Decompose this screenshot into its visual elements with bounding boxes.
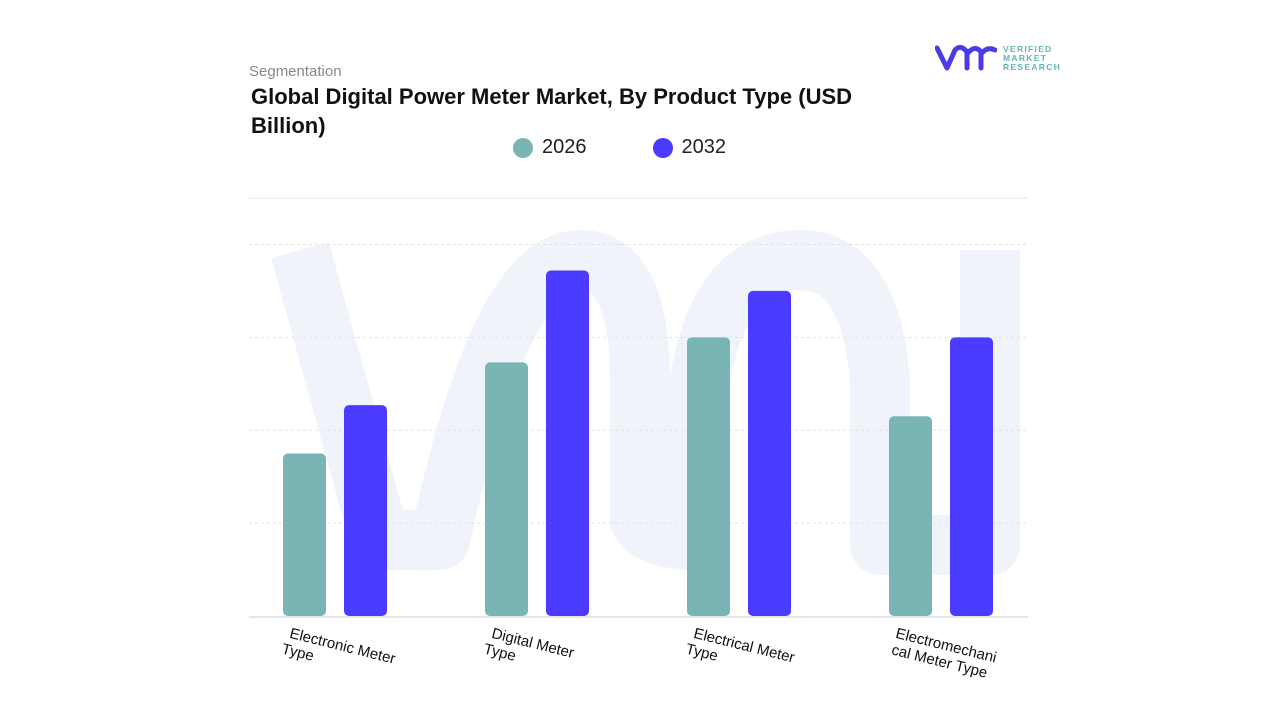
logo-text-3: RESEARCH (1003, 61, 1062, 72)
bar-2032-0 (344, 405, 387, 616)
bar-2026-1 (485, 362, 528, 616)
legend-item-2026: 2026 (513, 136, 587, 159)
logo: VERIFIED MARKET RESEARCH (935, 44, 1061, 72)
bar-2032-2 (748, 290, 791, 616)
watermark (271, 230, 1020, 575)
logo-text-2: MARKET (1003, 52, 1048, 63)
legend-item-2032: 2032 (652, 136, 727, 159)
bar-2026-2 (687, 337, 730, 616)
legend: 2026 2032 (513, 136, 726, 159)
legend-swatch-2032 (652, 137, 673, 158)
bar-2032-1 (546, 270, 589, 616)
logo-text-1: VERIFIED (1003, 43, 1053, 54)
segment-label: Segmentation (249, 63, 342, 80)
bar-2026-3 (889, 416, 932, 616)
legend-label-2032: 2032 (681, 136, 727, 158)
chart-title: Global Digital Power Meter Market, By Pr… (251, 84, 853, 138)
bar-2032-3 (950, 337, 993, 616)
vmr-logo-icon (935, 44, 997, 71)
legend-swatch-2026 (513, 137, 533, 158)
legend-label-2026: 2026 (542, 136, 587, 158)
bar-2026-0 (283, 453, 326, 616)
